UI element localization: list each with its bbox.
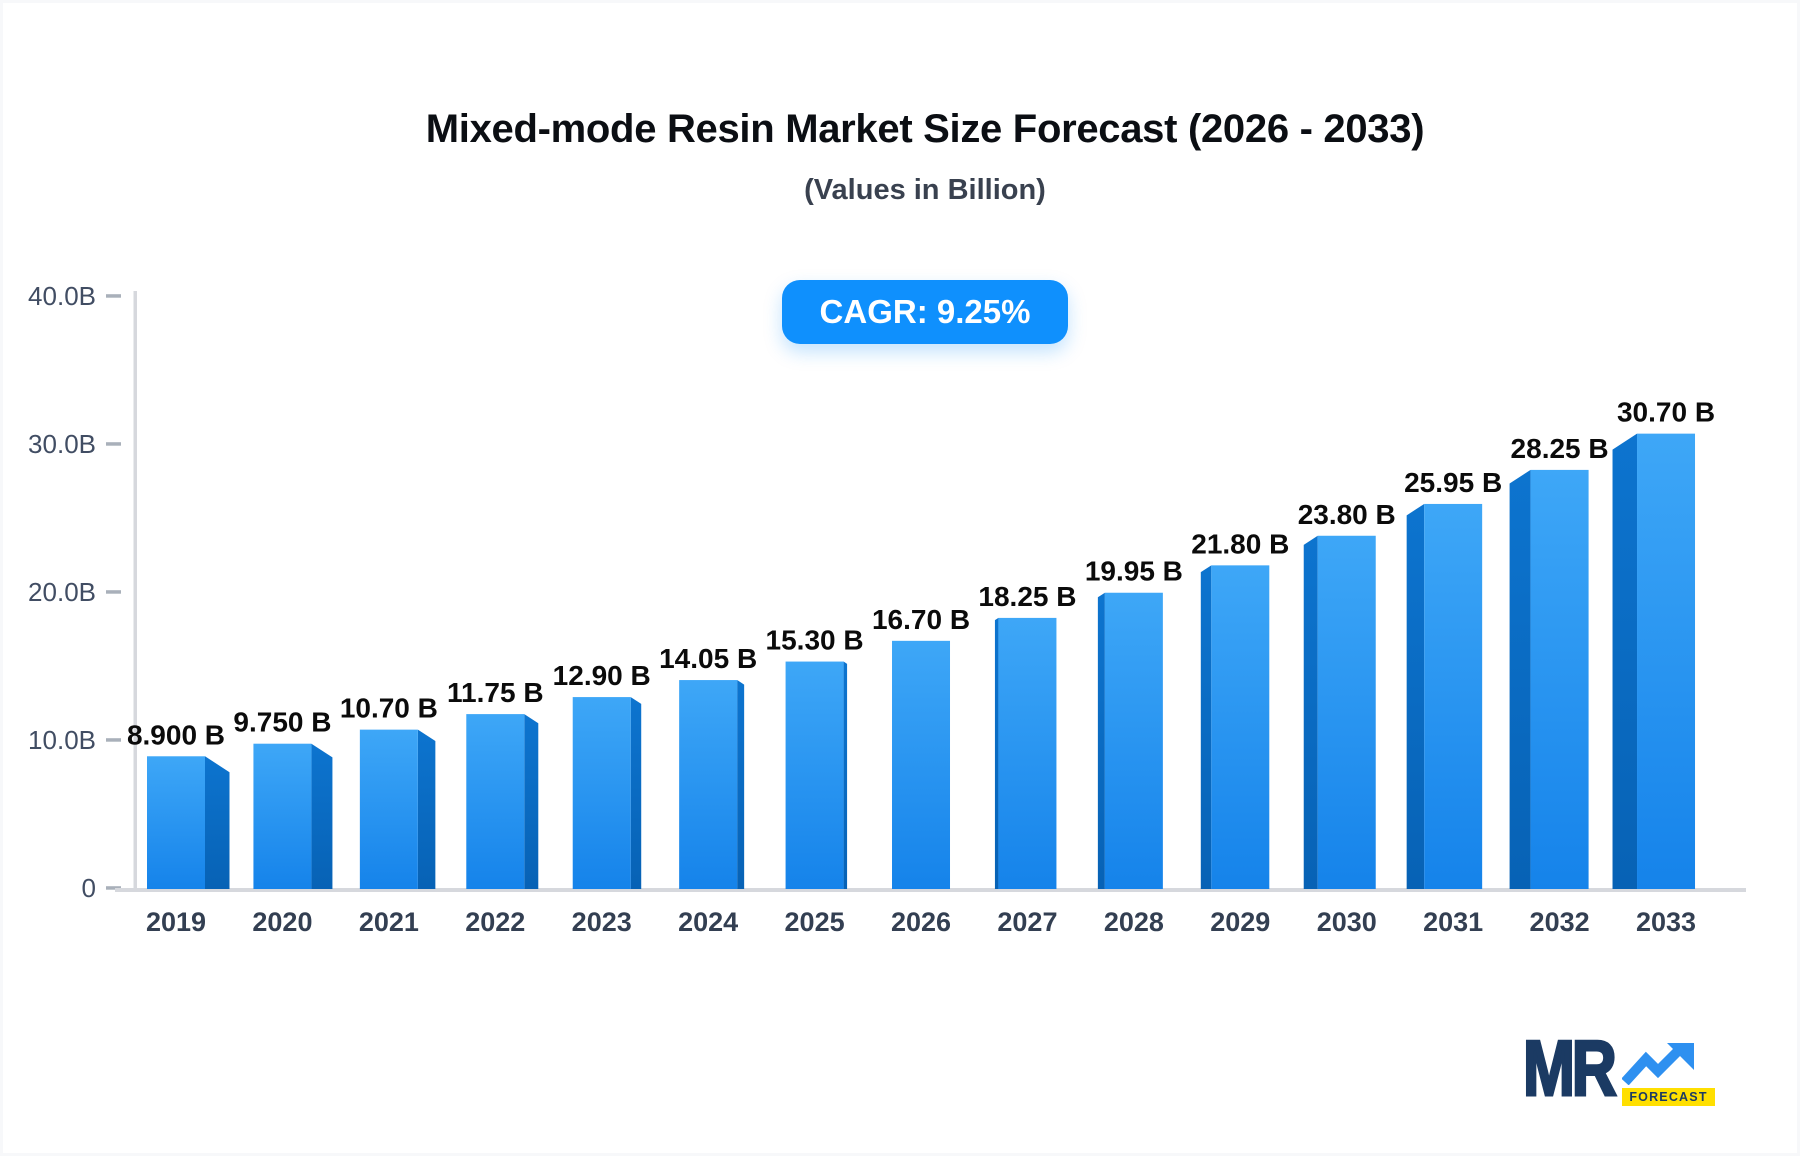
bar-2029 xyxy=(1200,565,1270,889)
bar-front-face xyxy=(892,640,951,889)
bar-front-face xyxy=(998,617,1057,889)
bar-side-face xyxy=(1406,503,1425,889)
bar-2022 xyxy=(466,714,539,889)
bar-front-face xyxy=(572,697,631,889)
y-tick-dash xyxy=(106,886,121,890)
bar-side-face xyxy=(1612,433,1638,889)
bar-value-label: 23.80 B xyxy=(1298,499,1396,530)
bar-front-face xyxy=(253,743,312,889)
bar-value-label: 10.70 B xyxy=(340,693,438,724)
bar-front-face xyxy=(1530,469,1589,889)
mr-forecast-logo: MR FORECAST xyxy=(1522,1024,1715,1112)
bar-side-face xyxy=(737,680,745,889)
bar-side-face xyxy=(417,729,436,889)
bar-side-face xyxy=(1200,565,1212,889)
bar-front-face xyxy=(147,756,205,889)
x-category-label: 2028 xyxy=(1104,907,1164,937)
x-category-label: 2021 xyxy=(359,907,419,937)
x-category-label: 2024 xyxy=(678,907,738,937)
x-category-label: 2029 xyxy=(1210,907,1270,937)
bar-front-face xyxy=(466,714,525,889)
bar-value-label: 9.750 B xyxy=(233,707,331,738)
bar-2021 xyxy=(359,729,436,889)
x-category-label: 2022 xyxy=(465,907,525,937)
bar-value-label: 8.900 B xyxy=(127,719,225,750)
bar-front-face xyxy=(1104,592,1163,889)
y-tick-label: 10.0B xyxy=(28,725,96,755)
bar-side-face xyxy=(205,756,230,889)
x-category-label: 2025 xyxy=(785,907,845,937)
bar-front-face xyxy=(1317,535,1376,889)
x-category-label: 2031 xyxy=(1423,907,1483,937)
bar-chart-canvas: 0 10.0B 20.0B 30.0B 40.0B 8.900 B 2019 9.750 B 2… xyxy=(28,281,1746,937)
x-category-label: 2032 xyxy=(1530,907,1590,937)
bar-front-face xyxy=(1211,565,1270,889)
bar-value-label: 25.95 B xyxy=(1404,467,1502,498)
x-category-label: 2023 xyxy=(572,907,632,937)
x-category-label: 2019 xyxy=(146,907,206,937)
bar-side-face xyxy=(311,743,333,889)
bar-value-label: 15.30 B xyxy=(766,625,864,656)
bar-2032 xyxy=(1509,469,1589,889)
bar-2019 xyxy=(147,756,230,889)
x-category-label: 2033 xyxy=(1636,907,1696,937)
bar-side-face xyxy=(524,714,539,889)
y-tick-dash xyxy=(106,738,121,742)
x-category-label: 2030 xyxy=(1317,907,1377,937)
x-category-label: 2026 xyxy=(891,907,951,937)
bar-value-label: 12.90 B xyxy=(553,660,651,691)
bar-2031 xyxy=(1406,503,1483,889)
bar-2023 xyxy=(572,697,642,889)
bar-value-label: 18.25 B xyxy=(978,581,1076,612)
bar-side-face xyxy=(1097,592,1105,889)
bar-front-face xyxy=(1637,433,1696,889)
bar-side-face xyxy=(630,697,642,889)
bar-side-face xyxy=(1509,469,1531,889)
bar-value-label: 16.70 B xyxy=(872,604,970,635)
bar-front-face xyxy=(785,661,844,889)
bar-front-face xyxy=(679,680,738,889)
bar-value-label: 19.95 B xyxy=(1085,556,1183,587)
bar-side-face xyxy=(843,661,848,889)
bar-value-label: 11.75 B xyxy=(447,677,544,708)
bar-2030 xyxy=(1303,535,1376,889)
bar-2028 xyxy=(1097,592,1163,889)
bar-front-face xyxy=(359,729,418,889)
trend-arrow-icon xyxy=(1622,1043,1695,1085)
logo-subtext: FORECAST xyxy=(1622,1088,1715,1106)
x-category-label: 2020 xyxy=(252,907,312,937)
y-axis-line xyxy=(133,291,137,892)
y-tick-label: 40.0B xyxy=(28,281,96,311)
bar-front-face xyxy=(1424,503,1483,889)
bar-side-face xyxy=(994,617,999,889)
bar-2027 xyxy=(994,617,1057,889)
logo-right-block: FORECAST xyxy=(1622,1043,1715,1106)
bar-2024 xyxy=(679,680,745,889)
y-tick-dash xyxy=(106,294,121,298)
bar-value-label: 30.70 B xyxy=(1617,397,1715,428)
y-tick-dash xyxy=(106,442,121,446)
y-tick-label: 0 xyxy=(82,873,96,903)
y-tick-label: 20.0B xyxy=(28,577,96,607)
x-axis-line xyxy=(115,888,1746,892)
x-category-label: 2027 xyxy=(997,907,1057,937)
logo-text: MR xyxy=(1522,1024,1618,1112)
y-tick-dash xyxy=(106,590,121,594)
bar-2020 xyxy=(253,743,333,889)
bar-side-face xyxy=(1303,535,1318,889)
bar-value-label: 14.05 B xyxy=(659,643,757,674)
bar-2033 xyxy=(1612,433,1696,889)
bar-value-label: 28.25 B xyxy=(1511,433,1609,464)
bar-value-label: 21.80 B xyxy=(1191,528,1289,559)
y-tick-label: 30.0B xyxy=(28,429,96,459)
bar-2026 xyxy=(892,640,951,889)
bar-2025 xyxy=(785,661,848,889)
